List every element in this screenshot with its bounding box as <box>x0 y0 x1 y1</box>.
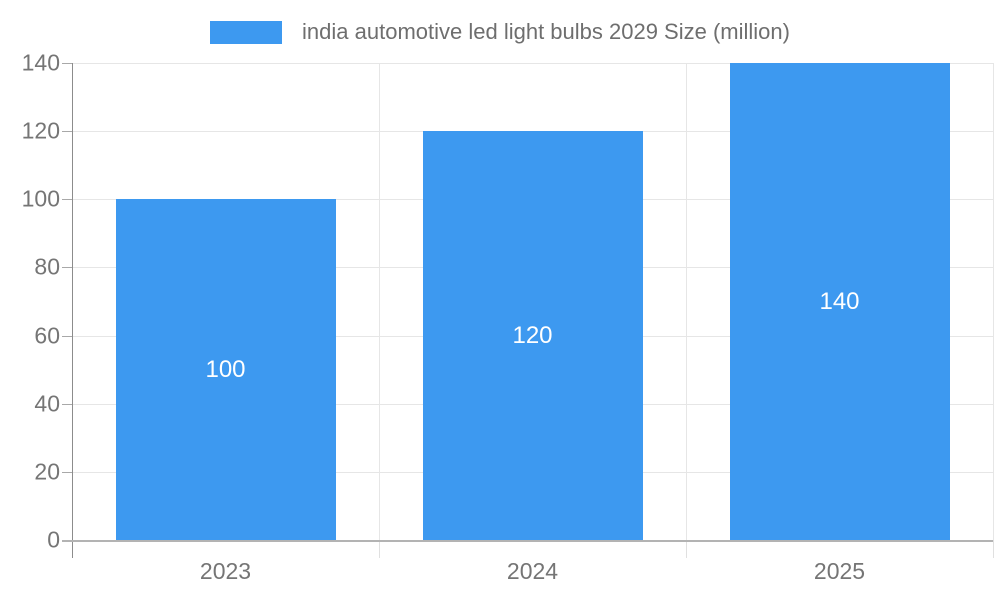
x-gridline <box>993 63 994 540</box>
y-axis-label: 80 <box>34 253 60 280</box>
bar-2023[interactable] <box>115 199 336 540</box>
bar-value-label: 100 <box>205 355 246 383</box>
x-axis-line <box>62 540 993 542</box>
x-axis-label: 2023 <box>199 558 252 584</box>
bar-2025[interactable] <box>729 63 950 540</box>
x-tick <box>686 540 687 558</box>
y-axis-label: 20 <box>34 458 60 485</box>
y-tick <box>62 471 72 473</box>
bar-value-label: 140 <box>819 287 860 315</box>
y-axis-label: 120 <box>21 117 60 144</box>
y-tick <box>62 63 72 64</box>
x-axis-label: 2025 <box>813 558 866 584</box>
x-gridline <box>686 63 687 540</box>
legend-label: india automotive led light bulbs 2029 Si… <box>302 19 790 44</box>
x-tick <box>379 540 380 558</box>
y-tick <box>62 199 72 201</box>
y-axis-label: 100 <box>21 185 60 212</box>
y-axis-label: 140 <box>21 49 60 76</box>
y-axis-label: 0 <box>47 526 60 553</box>
y-axis-label: 40 <box>34 390 60 417</box>
x-tick <box>993 540 994 558</box>
bar-2024[interactable] <box>422 131 643 540</box>
y-tick <box>62 267 72 269</box>
y-axis-label: 60 <box>34 322 60 349</box>
legend-swatch <box>210 20 283 44</box>
y-axis-line <box>72 63 73 558</box>
x-axis-label: 2024 <box>506 558 559 584</box>
y-tick <box>62 335 72 337</box>
y-tick <box>62 403 72 405</box>
chart-legend[interactable]: india automotive led light bulbs 2029 Si… <box>0 19 1000 45</box>
x-gridline <box>379 63 380 540</box>
y-gridline <box>72 63 993 64</box>
bar-value-label: 120 <box>512 321 553 349</box>
y-tick <box>62 131 72 133</box>
